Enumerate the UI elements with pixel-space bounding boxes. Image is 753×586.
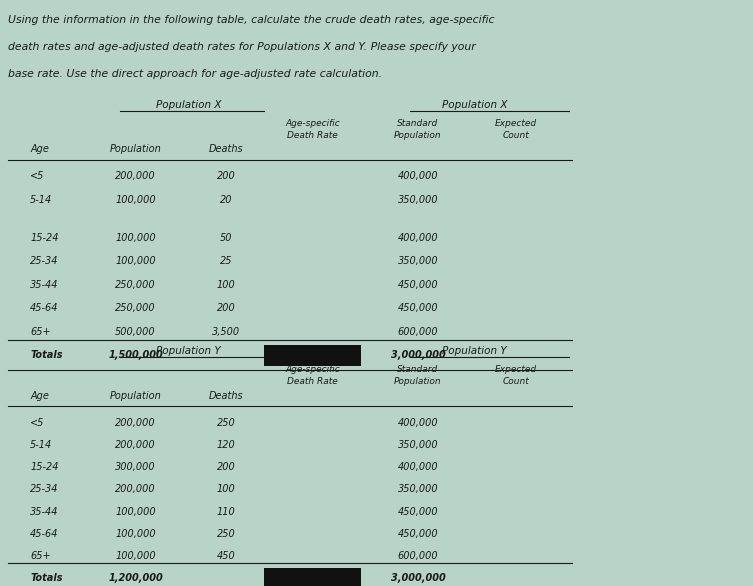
Text: Population: Population xyxy=(394,377,442,386)
Text: 250: 250 xyxy=(217,417,235,428)
Text: 600,000: 600,000 xyxy=(398,551,438,561)
Text: 45-64: 45-64 xyxy=(30,303,59,314)
Text: 200: 200 xyxy=(217,462,235,472)
Text: 20: 20 xyxy=(220,195,232,205)
Text: 200,000: 200,000 xyxy=(115,440,156,450)
Text: 400,000: 400,000 xyxy=(398,462,438,472)
Text: 350,000: 350,000 xyxy=(398,256,438,267)
Bar xyxy=(264,345,361,366)
Text: 100,000: 100,000 xyxy=(115,256,156,267)
Text: Age: Age xyxy=(30,144,49,155)
Text: 600,000: 600,000 xyxy=(398,326,438,337)
Text: 350,000: 350,000 xyxy=(398,440,438,450)
Text: Population X: Population X xyxy=(442,100,507,110)
Text: 110: 110 xyxy=(217,506,235,517)
Text: 200: 200 xyxy=(217,303,235,314)
Text: Standard: Standard xyxy=(398,365,438,374)
Text: 25-34: 25-34 xyxy=(30,256,59,267)
Text: Death Rate: Death Rate xyxy=(287,377,338,386)
Text: 50: 50 xyxy=(220,233,232,243)
Text: 5-14: 5-14 xyxy=(30,440,53,450)
Text: Expected: Expected xyxy=(495,365,537,374)
Text: 100,000: 100,000 xyxy=(115,506,156,517)
Text: 3,000,000: 3,000,000 xyxy=(391,573,445,584)
Text: 200: 200 xyxy=(217,171,235,182)
Text: <5: <5 xyxy=(30,171,44,182)
Text: Age-specific: Age-specific xyxy=(285,119,340,128)
Text: 1,500,000: 1,500,000 xyxy=(108,350,163,360)
Text: 100,000: 100,000 xyxy=(115,195,156,205)
Text: 200,000: 200,000 xyxy=(115,417,156,428)
Text: 15-24: 15-24 xyxy=(30,462,59,472)
Text: 3,000,000: 3,000,000 xyxy=(391,350,445,360)
Text: 400,000: 400,000 xyxy=(398,233,438,243)
Text: <5: <5 xyxy=(30,417,44,428)
Text: Standard: Standard xyxy=(398,119,438,128)
Text: Deaths: Deaths xyxy=(209,390,243,401)
Text: 450,000: 450,000 xyxy=(398,280,438,290)
Text: 500,000: 500,000 xyxy=(115,326,156,337)
Text: 250: 250 xyxy=(217,529,235,539)
Text: Count: Count xyxy=(502,377,529,386)
Text: death rates and age-adjusted death rates for Populations X and Y. Please specify: death rates and age-adjusted death rates… xyxy=(8,42,475,52)
Text: 400,000: 400,000 xyxy=(398,171,438,182)
Text: Population: Population xyxy=(110,144,161,155)
Text: Death Rate: Death Rate xyxy=(287,131,338,140)
Text: Age-specific: Age-specific xyxy=(285,365,340,374)
Text: Totals: Totals xyxy=(30,350,62,360)
Text: 200,000: 200,000 xyxy=(115,484,156,495)
Text: 350,000: 350,000 xyxy=(398,195,438,205)
Text: 120: 120 xyxy=(217,440,235,450)
Text: 3,500: 3,500 xyxy=(212,326,240,337)
Text: 100: 100 xyxy=(217,280,235,290)
Text: 250,000: 250,000 xyxy=(115,280,156,290)
Text: 200,000: 200,000 xyxy=(115,171,156,182)
Text: 300,000: 300,000 xyxy=(115,462,156,472)
Text: 35-44: 35-44 xyxy=(30,280,59,290)
Text: 25: 25 xyxy=(220,256,232,267)
Text: 5-14: 5-14 xyxy=(30,195,53,205)
Text: Count: Count xyxy=(502,131,529,140)
Text: Population Y: Population Y xyxy=(442,346,507,356)
Text: 100,000: 100,000 xyxy=(115,233,156,243)
Text: Deaths: Deaths xyxy=(209,144,243,155)
Text: 250,000: 250,000 xyxy=(115,303,156,314)
Text: 450: 450 xyxy=(217,551,235,561)
Text: 65+: 65+ xyxy=(30,551,50,561)
Bar xyxy=(264,568,361,586)
Text: 45-64: 45-64 xyxy=(30,529,59,539)
Text: Population: Population xyxy=(110,390,161,401)
Text: 350,000: 350,000 xyxy=(398,484,438,495)
Text: Population: Population xyxy=(394,131,442,140)
Text: Population Y: Population Y xyxy=(156,346,221,356)
Text: 400,000: 400,000 xyxy=(398,417,438,428)
Text: 35-44: 35-44 xyxy=(30,506,59,517)
Text: 25-34: 25-34 xyxy=(30,484,59,495)
Text: Using the information in the following table, calculate the crude death rates, a: Using the information in the following t… xyxy=(8,15,494,25)
Text: Age: Age xyxy=(30,390,49,401)
Text: 450,000: 450,000 xyxy=(398,529,438,539)
Text: Population X: Population X xyxy=(156,100,221,110)
Text: 65+: 65+ xyxy=(30,326,50,337)
Text: base rate. Use the direct approach for age-adjusted rate calculation.: base rate. Use the direct approach for a… xyxy=(8,69,382,79)
Text: 100,000: 100,000 xyxy=(115,529,156,539)
Text: 100,000: 100,000 xyxy=(115,551,156,561)
Text: 100: 100 xyxy=(217,484,235,495)
Text: 450,000: 450,000 xyxy=(398,506,438,517)
Text: Totals: Totals xyxy=(30,573,62,584)
Text: 1,200,000: 1,200,000 xyxy=(108,573,163,584)
Text: 450,000: 450,000 xyxy=(398,303,438,314)
Text: Expected: Expected xyxy=(495,119,537,128)
Text: 15-24: 15-24 xyxy=(30,233,59,243)
